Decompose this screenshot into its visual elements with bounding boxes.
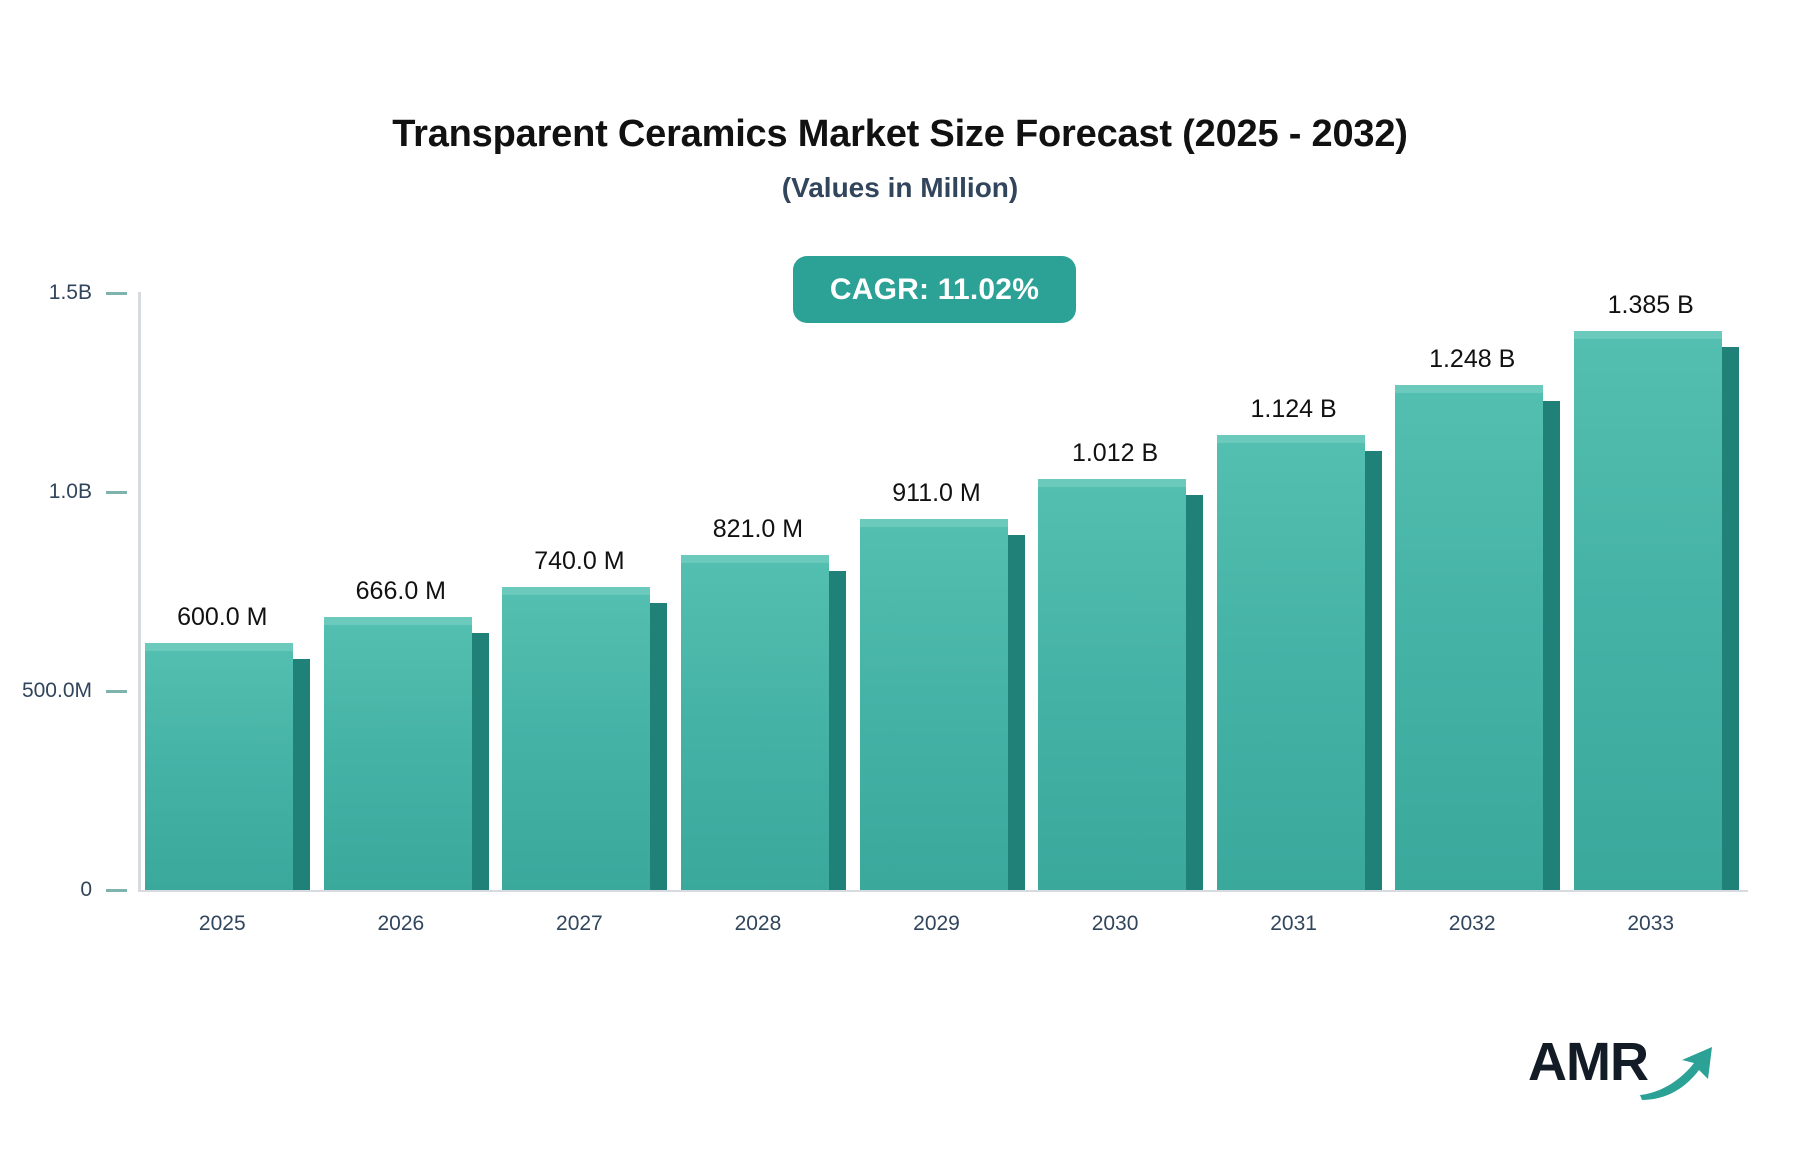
bar-value-label: 821.0 M [712,515,804,544]
bar-front-face [145,651,294,890]
x-axis-tick-label: 2032 [1448,912,1496,935]
y-axis-tick-mark [106,491,127,494]
y-axis-tick-mark [106,690,127,693]
x-axis-tick-label: 2031 [1270,912,1317,935]
y-axis-tick-mark [106,292,127,295]
growth-arrow-icon [1638,1043,1718,1106]
amr-logo: AMR [1528,1033,1718,1103]
bar-side-face [1007,535,1025,890]
bar[interactable] [680,555,846,890]
chart-subtitle: (Values in Million) [781,172,1019,203]
x-axis-line [138,890,1748,892]
bar[interactable] [502,587,668,890]
bar[interactable] [1395,385,1561,890]
bar[interactable] [1573,330,1739,890]
y-axis-tick-mark [106,889,127,892]
x-axis-tick-label: 2026 [377,912,425,935]
bar-front-face [1038,487,1187,890]
bar-side-face [1186,495,1204,890]
bar-front-face [323,624,472,890]
bar-side-face [471,632,489,890]
bar-value-label: 1.385 B [1607,290,1694,319]
bar-front-face [1395,393,1544,890]
x-axis-tick-label: 2030 [1091,912,1139,935]
y-axis-tick-label: 500.0M [21,679,92,702]
x-axis-tick-label: 2025 [198,912,246,935]
bar-value-label: 911.0 M [892,479,981,508]
bar-value-label: 666.0 M [355,576,446,605]
cagr-badge-label: CAGR: 11.02% [829,272,1040,306]
bar-value-label: 1.124 B [1250,394,1337,423]
bar-side-face [1543,401,1561,890]
bar-front-face [859,527,1008,890]
y-axis-line [138,292,141,892]
y-axis-tick-label: 1.0B [48,480,92,503]
bar[interactable] [1038,479,1204,890]
bar[interactable] [1216,434,1382,890]
bar[interactable] [323,616,489,890]
x-axis-tick-label: 2029 [913,912,960,935]
bar-value-label: 600.0 M [177,603,268,632]
bar-front-face [502,595,651,890]
x-axis-tick-label: 2028 [734,912,782,935]
bar-value-label: 1.012 B [1071,439,1159,468]
cagr-badge: CAGR: 11.02% [793,256,1076,323]
bar[interactable] [145,643,311,890]
amr-logo-text: AMR [1528,1032,1649,1092]
bar-front-face [1573,338,1722,890]
bar-side-face [293,659,311,890]
bar-value-label: 740.0 M [534,547,625,576]
bar-side-face [828,571,846,890]
y-axis-tick-label: 1.5B [48,281,92,304]
x-axis-tick-label: 2033 [1627,912,1675,935]
bar-front-face [680,563,829,890]
bar-side-face [1364,450,1382,890]
bar-side-face [650,603,668,890]
chart-title: Transparent Ceramics Market Size Forecas… [392,113,1408,155]
bar-value-label: 1.248 B [1429,345,1516,374]
bar-front-face [1216,442,1365,890]
y-axis-tick-label: 0 [80,878,92,901]
bar[interactable] [859,519,1025,890]
bar-side-face [1721,346,1739,890]
x-axis-tick-label: 2027 [556,912,603,935]
